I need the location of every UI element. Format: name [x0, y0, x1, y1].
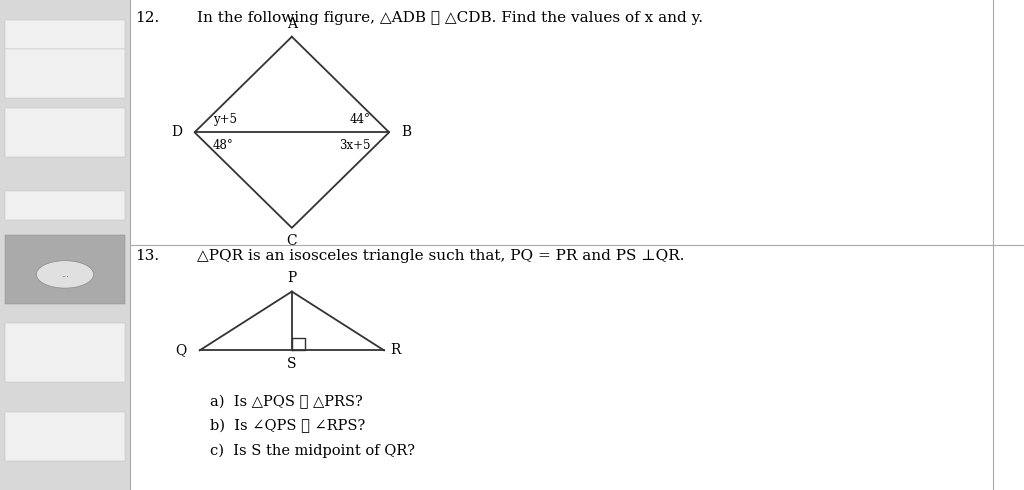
Bar: [5, 191, 125, 220]
Text: y+5: y+5: [213, 113, 237, 126]
Bar: [5, 235, 125, 304]
Bar: [5, 323, 125, 382]
Text: a)  Is △PQS ≅ △PRS?: a) Is △PQS ≅ △PRS?: [210, 394, 362, 409]
Text: R: R: [391, 343, 401, 357]
Bar: [0, 0, 130, 490]
Text: 3x+5: 3x+5: [339, 139, 371, 152]
Text: P: P: [287, 271, 297, 285]
Text: In the following figure, △ADB ≅ △CDB. Find the values of x and y.: In the following figure, △ADB ≅ △CDB. Fi…: [197, 11, 702, 25]
Text: 44°: 44°: [350, 113, 371, 126]
Text: S: S: [287, 357, 297, 371]
Text: 12.: 12.: [135, 11, 160, 25]
Bar: [5, 108, 125, 157]
Bar: [5, 412, 125, 461]
Text: B: B: [401, 125, 412, 139]
Text: A: A: [287, 17, 297, 31]
Text: △PQR is an isosceles triangle such that, PQ = PR and PS ⊥QR.: △PQR is an isosceles triangle such that,…: [197, 249, 684, 263]
Bar: [5, 49, 125, 98]
Text: ...: ...: [61, 270, 69, 279]
Text: 48°: 48°: [213, 139, 233, 152]
Circle shape: [37, 261, 94, 288]
Text: Q: Q: [175, 343, 186, 357]
Text: c)  Is S the midpoint of QR?: c) Is S the midpoint of QR?: [210, 443, 415, 458]
Text: 13.: 13.: [135, 249, 160, 263]
Bar: [5, 20, 125, 49]
Text: b)  Is ∠QPS ≅ ∠RPS?: b) Is ∠QPS ≅ ∠RPS?: [210, 419, 366, 433]
Text: D: D: [171, 125, 182, 139]
Text: C: C: [287, 234, 297, 248]
